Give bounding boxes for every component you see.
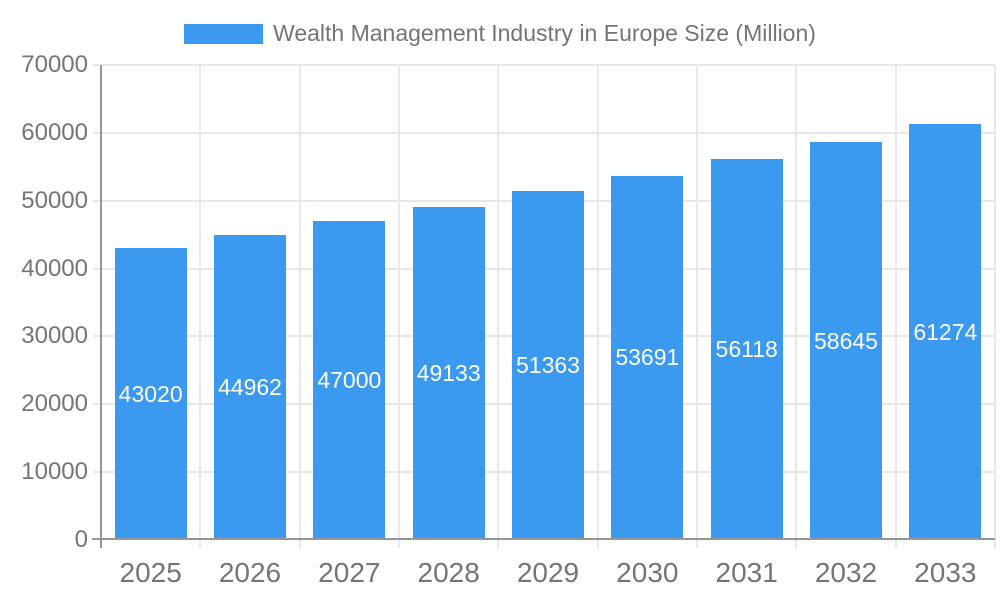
x-axis-tick-label: 2026 <box>218 557 282 588</box>
y-axis-tick-label: 50000 <box>21 186 88 214</box>
x-tick-mark <box>894 540 897 548</box>
bar[interactable] <box>313 221 386 540</box>
x-gridline <box>497 65 500 540</box>
x-axis-tick-label: 2027 <box>318 557 381 588</box>
bar[interactable] <box>611 175 684 540</box>
y-axis-tick-label: 20000 <box>21 390 88 418</box>
x-axis-tick-label: 2032 <box>814 557 878 588</box>
y-tick-mark <box>93 131 101 134</box>
bar[interactable] <box>511 191 584 540</box>
x-tick-mark <box>199 540 202 548</box>
x-tick-mark <box>596 540 599 548</box>
x-axis-tick-label: 2025 <box>119 557 182 588</box>
x-gridline <box>795 65 798 540</box>
y-axis-tick-label: 0 <box>74 526 88 553</box>
y-axis-tick-label: 60000 <box>21 118 88 146</box>
legend-swatch-icon <box>184 23 264 44</box>
x-gridline <box>298 65 301 540</box>
bar[interactable] <box>213 234 286 540</box>
y-tick-mark <box>93 199 101 202</box>
x-tick-mark <box>994 540 996 548</box>
x-gridline <box>994 65 996 540</box>
y-gridline <box>101 131 995 134</box>
x-gridline <box>696 65 698 540</box>
y-axis-tick-label: 70000 <box>21 51 88 78</box>
x-axis-tick-label: 2029 <box>516 557 580 588</box>
bar[interactable] <box>809 142 882 540</box>
x-gridline <box>894 65 897 540</box>
y-gridline <box>101 64 995 66</box>
x-tick-mark <box>696 540 698 548</box>
x-axis-tick-label: 2033 <box>914 557 977 588</box>
legend-label: Wealth Management Industry in Europe Siz… <box>273 20 816 46</box>
x-tick-mark <box>795 540 798 548</box>
x-tick-mark <box>398 540 400 548</box>
bar[interactable] <box>710 159 783 540</box>
y-axis-line <box>100 65 102 548</box>
y-tick-mark <box>93 267 101 270</box>
y-tick-mark <box>93 403 101 406</box>
x-gridline <box>398 65 400 540</box>
y-tick-mark <box>93 471 101 474</box>
x-tick-mark <box>298 540 301 548</box>
x-gridline <box>199 65 202 540</box>
y-tick-mark <box>93 64 101 66</box>
x-axis-tick-label: 2031 <box>715 557 778 588</box>
bar[interactable] <box>412 206 485 540</box>
y-axis-tick-label: 40000 <box>21 254 88 282</box>
y-axis-tick-label: 30000 <box>21 322 88 350</box>
bar[interactable] <box>114 248 187 540</box>
legend[interactable]: Wealth Management Industry in Europe Siz… <box>0 20 1000 47</box>
x-axis-line <box>92 538 995 540</box>
x-gridline <box>596 65 599 540</box>
y-axis-tick-label: 10000 <box>21 458 88 486</box>
y-tick-mark <box>93 335 101 338</box>
bar[interactable] <box>909 124 982 540</box>
x-axis-tick-label: 2030 <box>616 557 679 588</box>
x-tick-mark <box>497 540 500 548</box>
x-axis-tick-label: 2028 <box>417 557 480 588</box>
